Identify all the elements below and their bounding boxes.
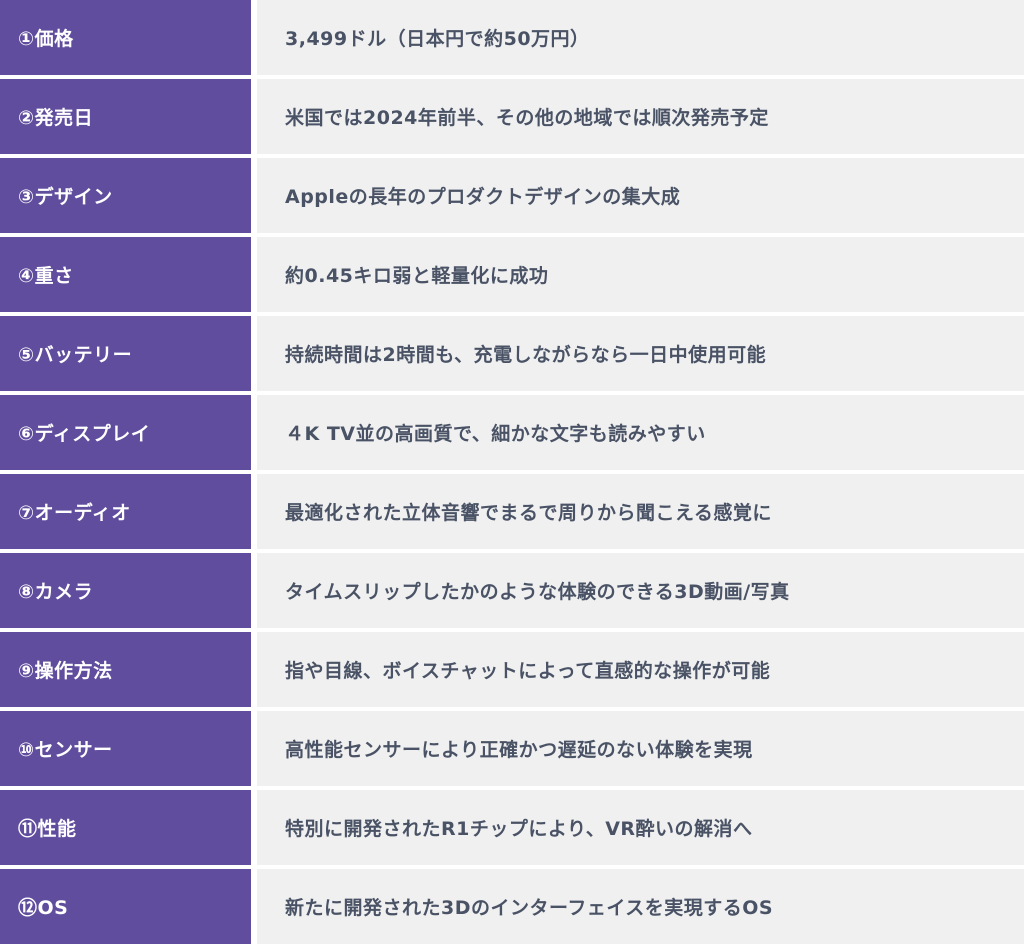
table-row: ②発売日 米国では2024年前半、その他の地域では順次発売予定 <box>0 79 1024 154</box>
row-value: 3,499ドル（日本円で約50万円） <box>257 0 1024 75</box>
table-row: ⑧カメラ タイムスリップしたかのような体験のできる3D動画/写真 <box>0 553 1024 628</box>
row-label: ⑩センサー <box>0 711 251 786</box>
row-value: 最適化された立体音響でまるで周りから聞こえる感覚に <box>257 474 1024 549</box>
row-label: ⑧カメラ <box>0 553 251 628</box>
table-row: ④重さ 約0.45キロ弱と軽量化に成功 <box>0 237 1024 312</box>
row-label: ②発売日 <box>0 79 251 154</box>
table-row: ⑫OS 新たに開発された3Dのインターフェイスを実現するOS <box>0 869 1024 944</box>
row-value: ４K TV並の高画質で、細かな文字も読みやすい <box>257 395 1024 470</box>
row-label: ⑫OS <box>0 869 251 944</box>
row-value: Appleの長年のプロダクトデザインの集大成 <box>257 158 1024 233</box>
row-value: 新たに開発された3Dのインターフェイスを実現するOS <box>257 869 1024 944</box>
row-label: ⑦オーディオ <box>0 474 251 549</box>
table-row: ⑨操作方法 指や目線、ボイスチャットによって直感的な操作が可能 <box>0 632 1024 707</box>
table-row: ⑥ディスプレイ ４K TV並の高画質で、細かな文字も読みやすい <box>0 395 1024 470</box>
table-row: ⑩センサー 高性能センサーにより正確かつ遅延のない体験を実現 <box>0 711 1024 786</box>
table-row: ①価格 3,499ドル（日本円で約50万円） <box>0 0 1024 75</box>
table-row: ③デザイン Appleの長年のプロダクトデザインの集大成 <box>0 158 1024 233</box>
row-label: ⑨操作方法 <box>0 632 251 707</box>
row-value: 米国では2024年前半、その他の地域では順次発売予定 <box>257 79 1024 154</box>
row-label: ①価格 <box>0 0 251 75</box>
row-value: タイムスリップしたかのような体験のできる3D動画/写真 <box>257 553 1024 628</box>
row-label: ③デザイン <box>0 158 251 233</box>
table-row: ⑦オーディオ 最適化された立体音響でまるで周りから聞こえる感覚に <box>0 474 1024 549</box>
row-label: ④重さ <box>0 237 251 312</box>
row-value: 指や目線、ボイスチャットによって直感的な操作が可能 <box>257 632 1024 707</box>
row-value: 持続時間は2時間も、充電しながらなら一日中使用可能 <box>257 316 1024 391</box>
row-value: 高性能センサーにより正確かつ遅延のない体験を実現 <box>257 711 1024 786</box>
table-row: ⑪性能 特別に開発されたR1チップにより、VR酔いの解消へ <box>0 790 1024 865</box>
row-label: ⑥ディスプレイ <box>0 395 251 470</box>
table-row: ⑤バッテリー 持続時間は2時間も、充電しながらなら一日中使用可能 <box>0 316 1024 391</box>
row-label: ⑪性能 <box>0 790 251 865</box>
row-value: 約0.45キロ弱と軽量化に成功 <box>257 237 1024 312</box>
row-value: 特別に開発されたR1チップにより、VR酔いの解消へ <box>257 790 1024 865</box>
row-label: ⑤バッテリー <box>0 316 251 391</box>
